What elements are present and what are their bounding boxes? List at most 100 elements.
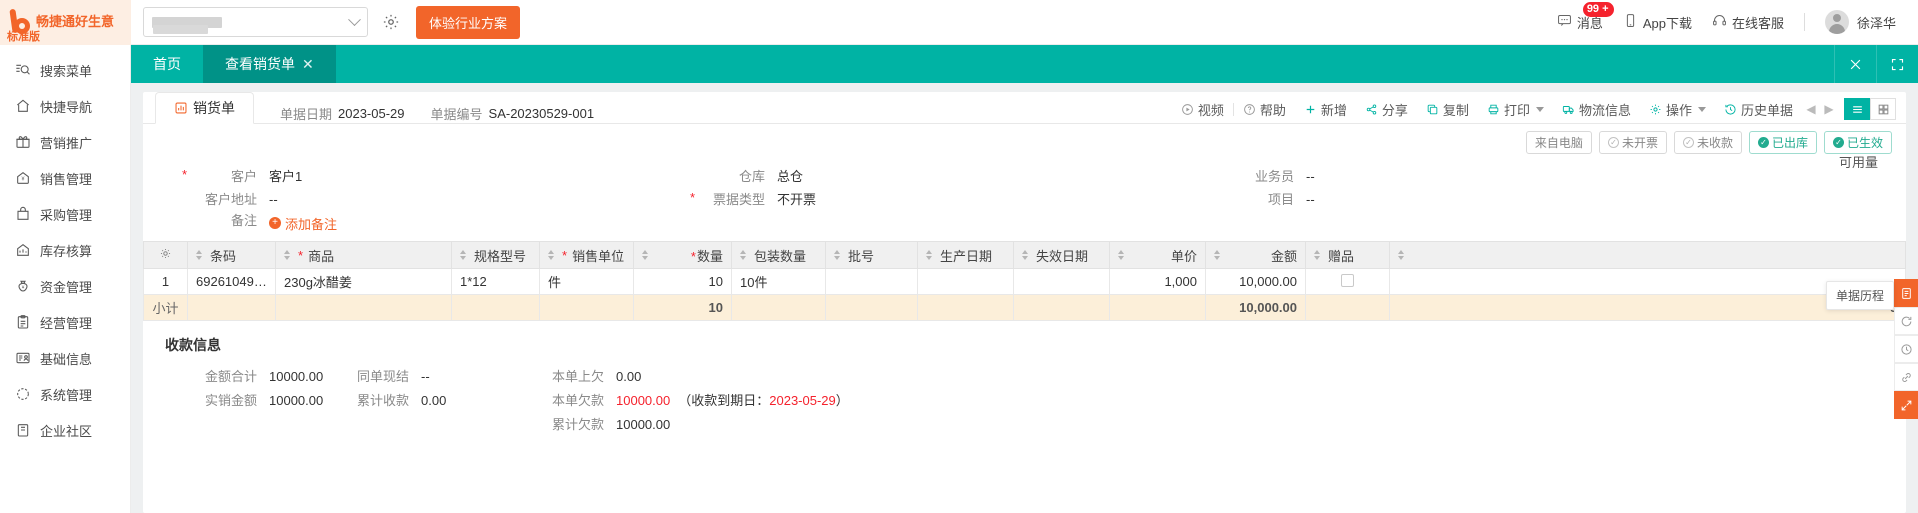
cell-unit: 件 [539,268,634,295]
pay-value: 10000.00 [269,368,324,384]
action-print[interactable]: 打印 [1478,100,1553,119]
pay-same-doc-settle: 同单现结 -- [343,366,538,385]
col-gift[interactable]: 赠品 [1305,241,1390,269]
col-extra[interactable] [1389,241,1906,269]
sort-icon[interactable] [740,250,747,260]
field-label: 业务员 [1254,169,1294,184]
sort-icon[interactable] [1398,250,1405,260]
sort-icon[interactable] [284,250,291,260]
required-marker: * [562,247,568,263]
chip-label: 已生效 [1846,136,1883,150]
gift-checkbox[interactable] [1341,273,1354,287]
action-copy[interactable]: 复制 [1417,100,1478,119]
online-service-label: 在线客服 [1731,15,1784,31]
close-icon[interactable]: ✕ [302,56,314,72]
sort-icon[interactable] [1022,250,1029,260]
action-history[interactable]: 历史单据 [1715,100,1802,119]
sort-icon[interactable] [1314,250,1321,260]
meta-value: 2023-05-29 [338,106,405,121]
payment-row-1: 金额合计 10000.00 同单现结 -- 本单上欠 0.00 [143,363,1906,387]
gear-icon[interactable] [382,13,400,31]
sort-icon[interactable] [196,250,203,260]
sidebar-item-system[interactable]: 系统管理 [0,376,130,412]
col-batch[interactable]: 批号 [825,241,918,269]
link-icon[interactable] [1894,363,1918,391]
action-logistics[interactable]: 物流信息 [1553,100,1640,119]
sort-icon[interactable] [1118,250,1125,260]
unchecked-icon: ✓ [1607,137,1619,148]
sort-icon[interactable] [926,250,933,260]
col-production-date[interactable]: 生产日期 [917,241,1014,269]
col-amount[interactable]: 金额 [1205,241,1306,269]
online-service-button[interactable]: 在线客服 [1712,13,1784,32]
brand-edition: 标准版 [7,30,40,43]
col-settings[interactable] [143,241,188,269]
unchecked-icon: ✓ [1682,137,1694,148]
username-label[interactable]: 徐泽华 [1856,15,1896,31]
field-value[interactable]: -- [269,192,278,207]
sidebar-item-fund[interactable]: ¥ 资金管理 [0,268,130,304]
col-barcode[interactable]: 条码 [187,241,276,269]
grid-view-icon[interactable] [1870,98,1896,120]
sidebar-item-sales[interactable]: ¥ 销售管理 [0,160,130,196]
settings-icon [1649,103,1662,116]
table-row[interactable]: 1 692610492... 230g冰醋姜 1*12 件 10 10件 [143,268,1906,295]
summary-blank [917,294,1014,321]
action-add[interactable]: 新增 [1295,100,1356,119]
tab-view-sales-order[interactable]: 查看销货单 ✕ [203,45,336,83]
doc-history-icon[interactable] [1894,279,1918,307]
field-value[interactable]: 客户1 [269,169,303,184]
field-value[interactable]: -- [1306,169,1315,184]
sidebar-item-marketing[interactable]: 营销推广 [0,124,130,160]
col-product[interactable]: * 商品 [275,241,452,269]
field-value[interactable]: 总仓 [777,169,804,184]
action-label: 帮助 [1259,102,1286,118]
action-operations[interactable]: 操作 [1640,100,1715,119]
col-sales-unit[interactable]: * 销售单位 [539,241,634,269]
prev-record-button[interactable]: ◀ [1806,102,1816,116]
refresh-icon[interactable] [1894,307,1918,335]
action-help[interactable]: 帮助 [1234,100,1295,119]
next-record-button[interactable]: ▶ [1824,102,1834,116]
messages-button[interactable]: 消息 99 + [1557,1,1614,32]
sort-icon[interactable] [642,250,649,260]
col-expiry-date[interactable]: 失效日期 [1013,241,1110,269]
col-label: 赠品 [1328,248,1355,264]
app-download-button[interactable]: App下载 [1623,13,1692,32]
col-package-qty[interactable]: 包装数量 [731,241,826,269]
col-unit-price[interactable]: 单价 [1109,241,1206,269]
action-share[interactable]: 分享 [1356,100,1417,119]
sidebar-item-basic-info[interactable]: 基础信息 [0,340,130,376]
col-quantity[interactable]: *数量 [633,241,732,269]
due-date-prefix: （收款到期日： [678,392,770,408]
field-label: 仓库 [738,169,765,184]
sidebar-item-community[interactable]: 企业社区 [0,412,130,448]
sidebar-item-quick-nav[interactable]: 快捷导航 [0,88,130,124]
summary-blank [451,294,540,321]
truck-icon [1562,103,1575,116]
clock-icon[interactable] [1894,335,1918,363]
tab-home[interactable]: 首页 [131,45,203,83]
avatar[interactable] [1824,10,1849,34]
sidebar-item-search-menu[interactable]: 搜索菜单 [0,52,130,88]
sort-icon[interactable] [548,250,555,260]
add-remark-button[interactable]: + 添加备注 [269,214,337,233]
expand-icon[interactable] [1894,391,1918,419]
sort-icon[interactable] [834,250,841,260]
field-value[interactable]: 不开票 [777,192,817,207]
close-icon[interactable] [1834,45,1876,83]
sort-icon[interactable] [460,250,467,260]
sidebar-item-operations[interactable]: 经营管理 [0,304,130,340]
col-spec[interactable]: 规格型号 [451,241,540,269]
action-label: 复制 [1442,102,1469,118]
sidebar-item-inventory[interactable]: 库存核算 [0,232,130,268]
sort-icon[interactable] [1214,250,1221,260]
list-view-icon[interactable] [1844,98,1870,120]
fullscreen-icon[interactable] [1876,45,1918,83]
field-value[interactable]: -- [1306,192,1315,207]
trial-industry-plan-button[interactable]: 体验行业方案 [416,5,521,39]
doc-type-tab[interactable]: 销货单 [155,92,254,124]
action-video[interactable]: 视频 [1172,100,1233,119]
sidebar-item-purchase[interactable]: 采购管理 [0,196,130,232]
org-select[interactable] [143,7,368,37]
